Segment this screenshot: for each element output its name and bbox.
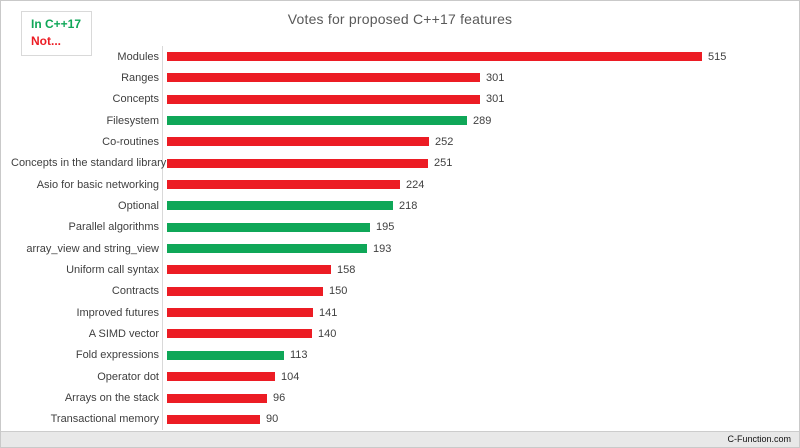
category-label: Optional	[118, 199, 159, 212]
bar-track: 301	[167, 93, 787, 105]
value-label: 252	[435, 135, 454, 148]
bar-row: Modules 515	[11, 46, 787, 67]
bar	[167, 372, 275, 382]
bar-track: 289	[167, 115, 787, 127]
bar-row: Ranges 301	[11, 67, 787, 88]
category-axis-line	[162, 46, 163, 430]
bar	[167, 73, 480, 83]
bar	[167, 137, 429, 147]
bar	[167, 244, 367, 254]
value-label: 515	[708, 50, 727, 63]
bar	[167, 52, 702, 61]
bar-row: Filesystem 289	[11, 110, 787, 131]
category-label: Filesystem	[106, 114, 159, 127]
bar	[167, 350, 284, 360]
value-label: 195	[376, 221, 395, 234]
bar-track: 224	[167, 179, 787, 191]
bar-row: Arrays on the stack 96	[11, 388, 787, 409]
bar-row: Improved futures 141	[11, 302, 787, 323]
category-label: Fold expressions	[75, 349, 159, 362]
bar-track: 252	[167, 136, 787, 148]
bar-track: 90	[167, 413, 787, 425]
category-label: Improved futures	[76, 306, 159, 319]
category-label: Modules	[117, 50, 159, 63]
bar-row: Parallel algorithms 195	[11, 217, 787, 238]
category-label: Concepts in the standard library	[11, 157, 167, 170]
legend: In C++17 Not...	[21, 11, 93, 56]
bar	[167, 286, 323, 296]
value-label: 289	[473, 114, 492, 127]
bar-row: Co-routines 252	[11, 131, 787, 152]
value-label: 140	[318, 327, 337, 340]
category-label: array_view and string_view	[26, 242, 159, 255]
value-label: 158	[337, 263, 356, 276]
bar	[167, 180, 400, 190]
bar-row: Concepts in the standard library 251	[11, 153, 787, 174]
category-label: Contracts	[111, 285, 159, 298]
bar	[167, 201, 393, 211]
value-label: 218	[399, 199, 418, 212]
category-label: A SIMD vector	[88, 327, 159, 340]
bar	[167, 94, 480, 104]
bar	[167, 222, 370, 232]
category-label: Asio for basic networking	[36, 178, 159, 191]
bar-row: Concepts 301	[11, 89, 787, 110]
value-label: 104	[281, 370, 300, 383]
category-label: Arrays on the stack	[64, 392, 159, 404]
category-label: Ranges	[121, 71, 159, 84]
category-label: Concepts	[112, 93, 159, 106]
bar	[167, 116, 467, 126]
bar-row: Asio for basic networking 224	[11, 174, 787, 195]
bar-track: 193	[167, 243, 787, 255]
bar	[167, 329, 312, 339]
value-label: 96	[273, 392, 286, 404]
bar-track: 140	[167, 328, 787, 340]
value-label: 251	[434, 157, 453, 170]
legend-in-cpp17: In C++17	[31, 17, 82, 31]
watermark: C-Function.com	[1, 431, 799, 447]
bar-row: Fold expressions 113	[11, 345, 787, 366]
bar	[167, 265, 331, 275]
bar-track: 150	[167, 285, 787, 297]
bar-track: 195	[167, 221, 787, 233]
bar-track: 251	[167, 157, 787, 169]
bar-track: 218	[167, 200, 787, 212]
bar-track: 141	[167, 307, 787, 319]
bar-row: array_view and string_view 193	[11, 238, 787, 259]
value-label: 224	[406, 178, 425, 191]
bar-track: 113	[167, 349, 787, 361]
category-label: Transactional memory	[50, 413, 159, 426]
value-label: 301	[486, 93, 505, 106]
legend-not-in-cpp17: Not...	[31, 34, 61, 48]
category-label: Parallel algorithms	[68, 221, 159, 234]
value-label: 301	[486, 71, 505, 84]
bar-row: Transactional memory 90	[11, 409, 787, 430]
bar-track: 158	[167, 264, 787, 276]
bar-row: Operator dot 104	[11, 366, 787, 387]
bar-rows: Modules 515 Ranges 301 Concepts 301 Filesystem…	[11, 46, 787, 430]
category-label: Operator dot	[97, 370, 159, 383]
bar-track: 515	[167, 51, 787, 63]
value-label: 141	[319, 306, 338, 319]
bar-track: 96	[167, 392, 787, 404]
value-label: 150	[329, 285, 348, 298]
bar	[167, 308, 313, 318]
value-label: 193	[373, 242, 392, 255]
bar-row: Uniform call syntax 158	[11, 259, 787, 280]
category-label: Co-routines	[102, 135, 159, 148]
bar-row: Contracts 150	[11, 281, 787, 302]
bar-row: A SIMD vector 140	[11, 323, 787, 344]
bar-track: 301	[167, 72, 787, 84]
bar	[167, 158, 428, 168]
bar	[167, 393, 267, 403]
bar-row: Optional 218	[11, 195, 787, 216]
bar	[167, 414, 260, 424]
chart-title: Votes for proposed C++17 features	[287, 11, 513, 27]
bar-track: 104	[167, 371, 787, 383]
category-label: Uniform call syntax	[66, 263, 159, 276]
value-label: 113	[290, 349, 308, 362]
value-label: 90	[266, 413, 279, 426]
